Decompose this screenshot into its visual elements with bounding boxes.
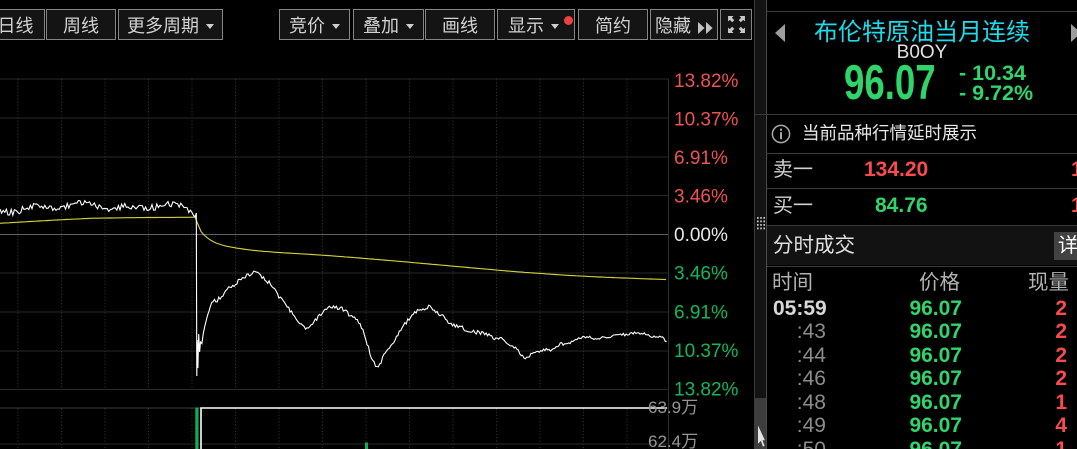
svg-text:13.82%: 13.82% [674, 71, 739, 92]
svg-text:3.46%: 3.46% [674, 187, 728, 208]
svg-text:3.46%: 3.46% [674, 264, 728, 285]
svg-text:63.9万: 63.9万 [648, 398, 698, 417]
svg-text:6.91%: 6.91% [674, 148, 728, 169]
svg-text:10.37%: 10.37% [674, 109, 739, 130]
svg-text:0.00%: 0.00% [674, 225, 728, 246]
svg-text:10.37%: 10.37% [674, 341, 739, 362]
svg-text:62.4万: 62.4万 [648, 432, 698, 449]
svg-text:13.82%: 13.82% [674, 380, 739, 401]
svg-text:6.91%: 6.91% [674, 302, 728, 323]
